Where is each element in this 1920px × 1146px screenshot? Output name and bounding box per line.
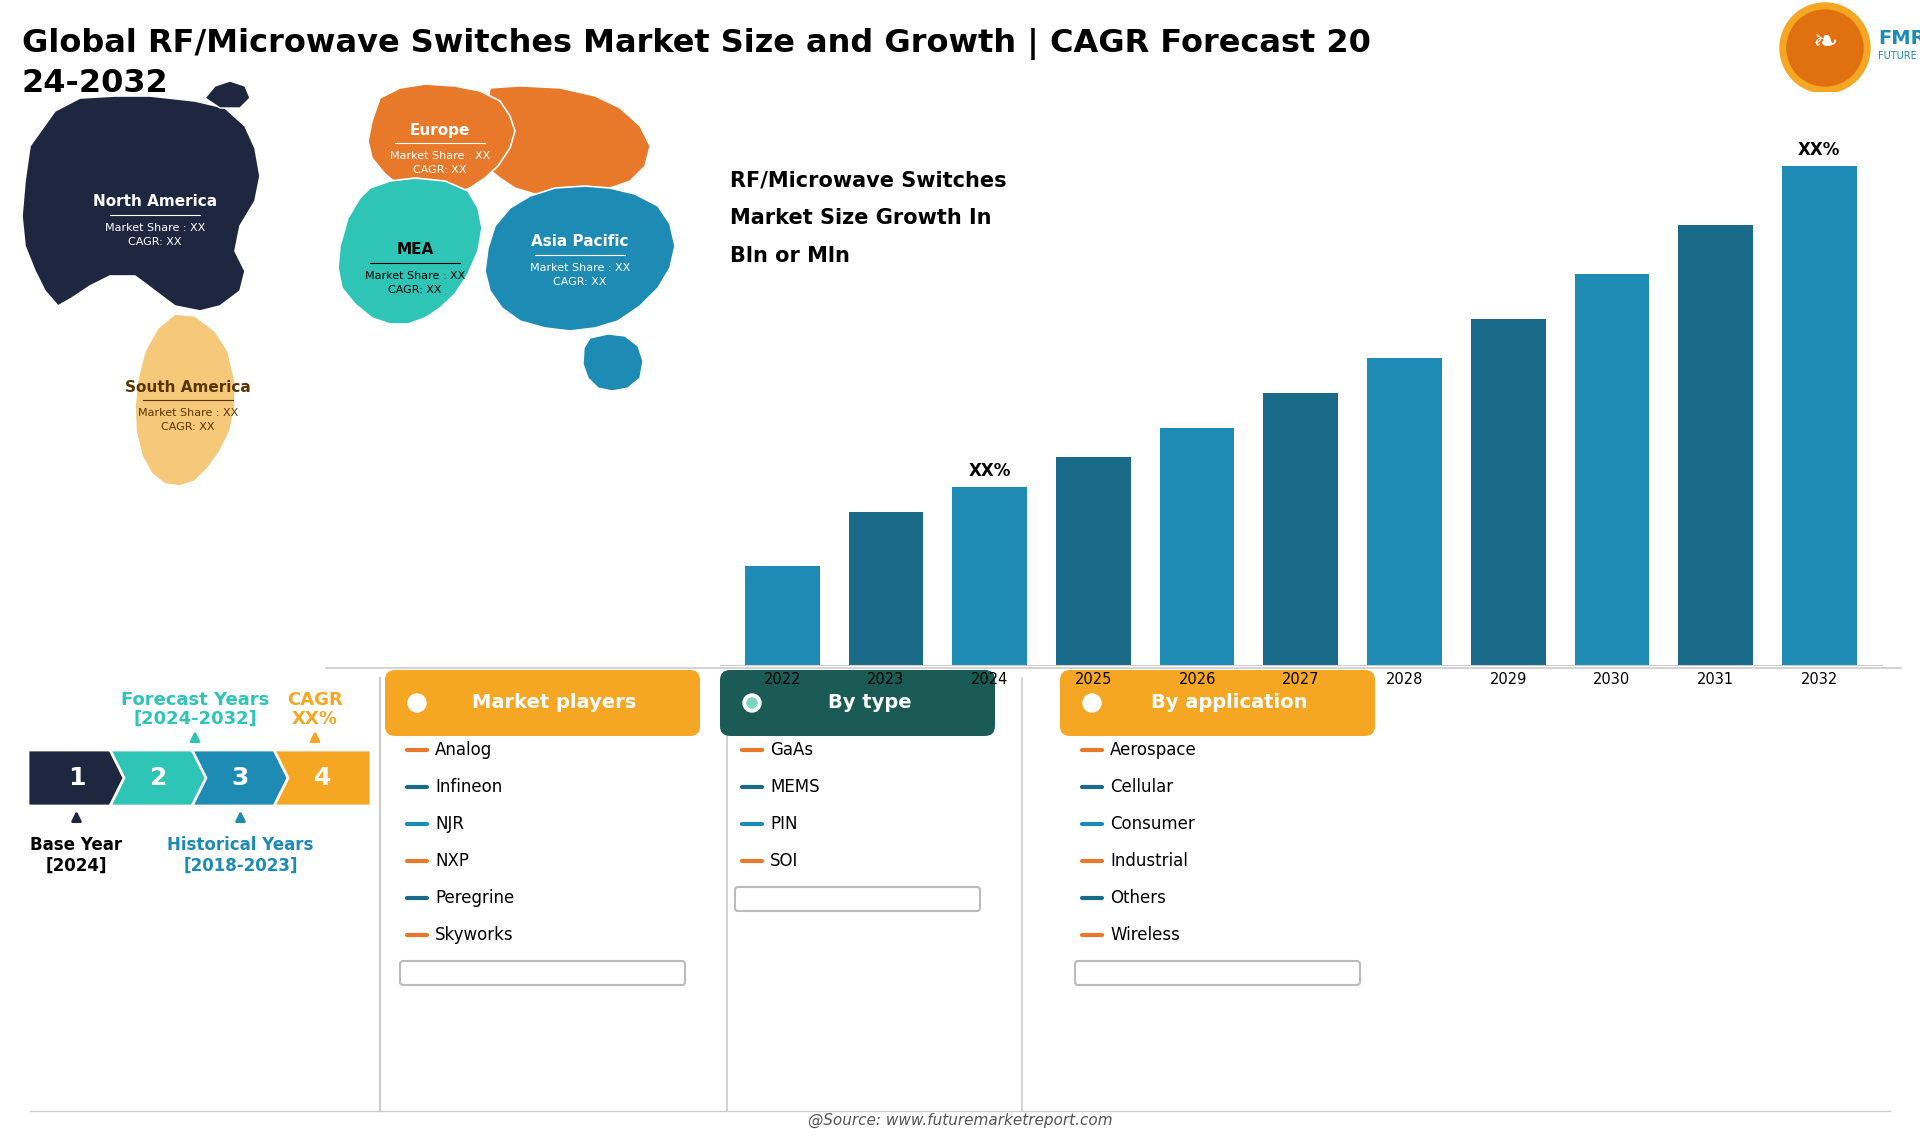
- Text: By type: By type: [828, 693, 912, 713]
- Polygon shape: [584, 333, 643, 391]
- Text: MEA: MEA: [396, 243, 434, 258]
- Polygon shape: [205, 81, 250, 108]
- Text: 1: 1: [67, 766, 84, 790]
- Bar: [849, 511, 924, 665]
- Bar: [1367, 359, 1442, 665]
- Text: Skyworks: Skyworks: [436, 926, 515, 944]
- Text: CAGR: XX: CAGR: XX: [129, 237, 182, 248]
- Text: 24-2032: 24-2032: [21, 68, 169, 99]
- Polygon shape: [21, 96, 259, 311]
- Text: [2024]: [2024]: [46, 857, 108, 876]
- Polygon shape: [134, 314, 234, 486]
- Text: XX%: XX%: [1799, 141, 1841, 159]
- Text: Base Year: Base Year: [31, 835, 123, 854]
- Text: 4: 4: [313, 766, 330, 790]
- Text: 3: 3: [232, 766, 250, 790]
- Polygon shape: [338, 178, 482, 324]
- Text: South America: South America: [125, 379, 252, 394]
- Text: Cellular: Cellular: [1110, 778, 1173, 796]
- Text: Others: Others: [1110, 889, 1165, 906]
- Text: Historical Years: Historical Years: [167, 835, 313, 854]
- Text: FMR: FMR: [1878, 29, 1920, 47]
- Text: Market Share : XX: Market Share : XX: [106, 223, 205, 233]
- Text: Consumer: Consumer: [1110, 815, 1194, 833]
- Text: Market players: Market players: [472, 693, 637, 713]
- Circle shape: [747, 698, 756, 708]
- Text: FUTURE MARKET REPORT: FUTURE MARKET REPORT: [1878, 52, 1920, 61]
- Bar: [1471, 319, 1546, 665]
- Text: CAGR: CAGR: [288, 691, 344, 709]
- Text: 2: 2: [150, 766, 167, 790]
- Bar: [952, 487, 1027, 665]
- Bar: [1056, 457, 1131, 665]
- Text: SOI: SOI: [770, 851, 799, 870]
- Text: Infineon: Infineon: [436, 778, 503, 796]
- Text: Europe: Europe: [409, 123, 470, 138]
- Text: ❧: ❧: [1812, 29, 1837, 57]
- Text: [2024-2032]: [2024-2032]: [132, 711, 257, 728]
- Text: PIN: PIN: [770, 815, 797, 833]
- Polygon shape: [29, 749, 125, 806]
- Text: Market Share : XX: Market Share : XX: [138, 408, 238, 418]
- Text: Wireless: Wireless: [1110, 926, 1181, 944]
- Text: Market Share : XX: Market Share : XX: [365, 270, 465, 281]
- FancyBboxPatch shape: [386, 670, 701, 736]
- Text: Asia Pacific: Asia Pacific: [532, 235, 628, 250]
- Text: Aerospace: Aerospace: [1110, 741, 1196, 759]
- Text: Bln or Mln: Bln or Mln: [730, 245, 851, 266]
- Circle shape: [1780, 3, 1870, 93]
- Text: Industrial: Industrial: [1110, 851, 1188, 870]
- Bar: [1263, 393, 1338, 665]
- Text: @Source: www.futuremarketreport.com: @Source: www.futuremarketreport.com: [808, 1113, 1112, 1128]
- Bar: [1782, 166, 1857, 665]
- Polygon shape: [275, 749, 371, 806]
- Text: By application: By application: [1152, 693, 1308, 713]
- Text: Analog: Analog: [436, 741, 492, 759]
- Text: Global RF/Microwave Switches Market Size and Growth | CAGR Forecast 20: Global RF/Microwave Switches Market Size…: [21, 28, 1371, 60]
- Text: NJR: NJR: [436, 815, 465, 833]
- Circle shape: [743, 694, 760, 712]
- Text: XX%: XX%: [292, 711, 338, 728]
- Text: RF/Microwave Switches: RF/Microwave Switches: [730, 171, 1006, 190]
- Text: MEMS: MEMS: [770, 778, 820, 796]
- Text: North America: North America: [92, 195, 217, 210]
- Polygon shape: [486, 186, 676, 331]
- Text: Market Size Growth In: Market Size Growth In: [730, 209, 993, 228]
- FancyBboxPatch shape: [1060, 670, 1375, 736]
- Text: GaAs: GaAs: [770, 741, 814, 759]
- Text: CAGR: XX: CAGR: XX: [413, 165, 467, 175]
- Polygon shape: [192, 749, 290, 806]
- Text: CAGR: XX: CAGR: XX: [388, 285, 442, 295]
- Circle shape: [1788, 10, 1862, 86]
- Text: [2018-2023]: [2018-2023]: [182, 857, 298, 876]
- Circle shape: [1083, 694, 1100, 712]
- Text: Forecast Years: Forecast Years: [121, 691, 269, 709]
- Text: Market Share : XX: Market Share : XX: [530, 262, 630, 273]
- Bar: [745, 566, 820, 665]
- Bar: [1574, 274, 1649, 665]
- Bar: [1160, 427, 1235, 665]
- Text: Peregrine: Peregrine: [436, 889, 515, 906]
- Text: CAGR: XX: CAGR: XX: [161, 422, 215, 432]
- Polygon shape: [109, 749, 207, 806]
- Bar: [1678, 225, 1753, 665]
- Polygon shape: [369, 84, 515, 196]
- Circle shape: [407, 694, 426, 712]
- Polygon shape: [480, 86, 651, 196]
- Text: Market Share : XX: Market Share : XX: [390, 151, 490, 160]
- Text: XX%: XX%: [968, 462, 1010, 480]
- FancyBboxPatch shape: [720, 670, 995, 736]
- Text: NXP: NXP: [436, 851, 468, 870]
- Text: CAGR: XX: CAGR: XX: [553, 277, 607, 286]
